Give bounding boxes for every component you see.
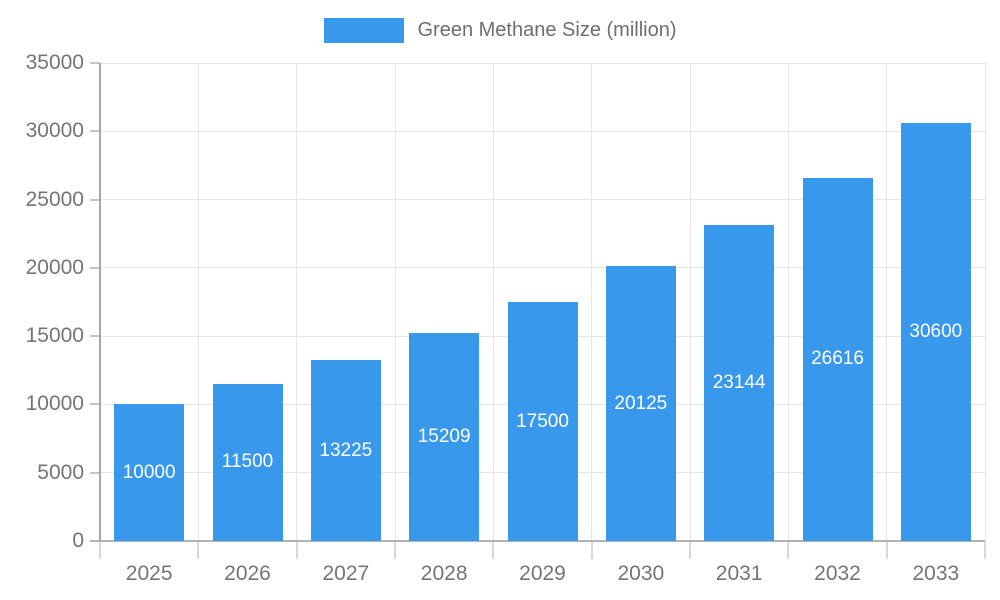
y-axis-tick: [90, 266, 100, 269]
x-axis-tick: [394, 541, 396, 559]
bar-value-label: 13225: [319, 439, 373, 461]
y-axis-tick: [90, 62, 100, 64]
x-axis-tick-label: 2025: [125, 562, 173, 585]
x-axis-tick: [689, 541, 691, 559]
y-axis-tick-label: 30000: [25, 119, 84, 143]
x-axis-tick: [492, 541, 495, 559]
x-axis-tick: [99, 541, 101, 559]
y-axis-tick-label: 0: [72, 529, 84, 552]
bar-value-label: 10000: [122, 461, 176, 483]
y-axis-tick-label: 25000: [25, 187, 84, 211]
y-axis-tick-label: 5000: [37, 460, 84, 484]
x-axis-tick: [197, 541, 200, 559]
x-gridline: [296, 63, 298, 541]
x-gridline: [492, 63, 494, 541]
x-gridline: [787, 63, 789, 541]
legend-item[interactable]: Green Methane Size (million): [323, 18, 677, 43]
x-axis-tick-label: 2032: [814, 562, 861, 585]
y-axis-tick-label: 15000: [25, 324, 84, 348]
x-axis-tick: [295, 541, 298, 559]
y-axis-tick-label: 35000: [25, 51, 84, 74]
legend-swatch-icon: [323, 18, 404, 43]
x-axis-tick-label: 2027: [322, 562, 370, 585]
bar-value-label: 30600: [909, 321, 963, 343]
bar: 23144: [704, 224, 775, 541]
y-gridline: [100, 267, 985, 269]
y-gridline: [100, 130, 985, 132]
bar: 30600: [900, 123, 971, 541]
bar: 26616: [802, 177, 873, 541]
x-gridline: [394, 63, 396, 541]
bar-value-label: 23144: [712, 371, 766, 393]
bar-value-label: 15209: [417, 426, 471, 448]
x-gridline: [886, 63, 888, 541]
y-axis-tick: [90, 471, 100, 474]
x-gridline: [591, 63, 593, 541]
x-axis-tick-label: 2033: [912, 562, 960, 585]
x-gridline: [197, 63, 199, 541]
bar-value-label: 11500: [221, 451, 274, 473]
y-axis-tick: [90, 198, 100, 201]
x-gridline: [689, 63, 691, 541]
x-axis-tick: [787, 541, 790, 559]
y-axis-tick: [90, 335, 100, 338]
y-axis-line: [99, 63, 101, 541]
x-axis-tick: [590, 541, 593, 559]
x-axis-tick-label: 2029: [519, 562, 566, 585]
legend: Green Methane Size (million): [0, 18, 1000, 43]
y-axis-tick: [90, 130, 100, 133]
y-gridline: [100, 62, 985, 64]
bar: 17500: [507, 302, 578, 541]
bar: 20125: [605, 266, 676, 541]
x-axis-tick: [984, 541, 986, 559]
bar-value-label: 26616: [811, 348, 864, 370]
x-axis-tick-label: 2031: [715, 562, 763, 585]
x-axis-tick-label: 2028: [420, 562, 468, 585]
bar: 15209: [409, 333, 480, 541]
bar: 11500: [212, 383, 283, 541]
y-axis-tick-label: 20000: [25, 255, 84, 279]
x-gridline: [984, 63, 986, 541]
y-axis-tick: [90, 403, 100, 406]
plot-area: 0 5000 10000 15000 20000 25000 30000 35000 10000…: [26, 51, 986, 585]
y-axis-tick-label: 10000: [25, 392, 84, 416]
y-gridline: [100, 199, 985, 201]
bar-value-label: 17500: [516, 410, 569, 432]
x-axis-tick-label: 2030: [617, 562, 665, 585]
bar-value-label: 20125: [614, 392, 668, 414]
x-axis-line: [90, 540, 985, 542]
bar: 13225: [310, 360, 381, 541]
x-axis-tick-label: 2026: [224, 562, 271, 585]
legend-label: Green Methane Size (million): [417, 19, 677, 41]
x-axis-tick: [885, 541, 888, 559]
bar: 10000: [114, 404, 185, 541]
